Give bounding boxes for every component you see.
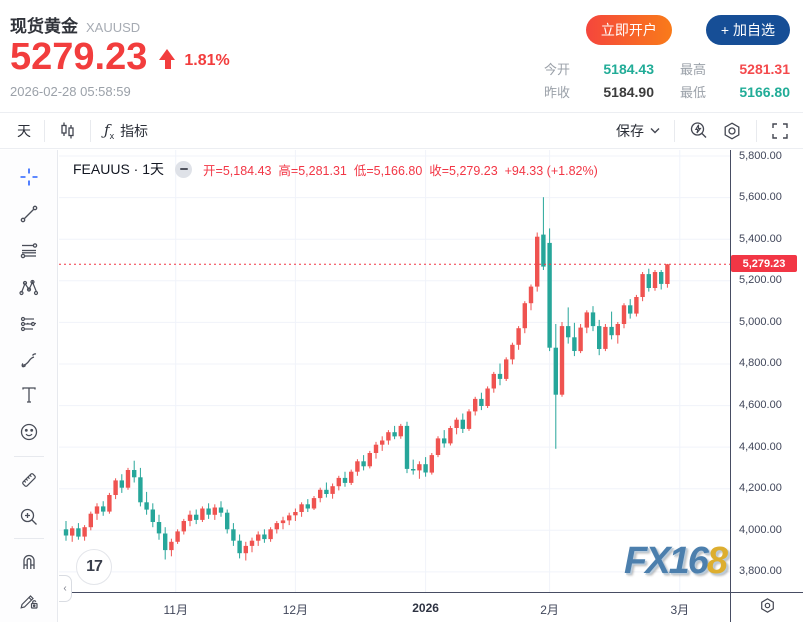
- magnet-icon[interactable]: [19, 552, 39, 572]
- price-tick-label: 4,400.00: [739, 440, 782, 453]
- chart-legend: FEAUUS · 1天 开=5,184.43 高=5,281.31 低=5,16…: [73, 159, 598, 179]
- chart-canvas[interactable]: FEAUUS · 1天 开=5,184.43 高=5,281.31 低=5,16…: [59, 150, 730, 592]
- stat-open-label: 今开: [544, 62, 571, 77]
- toolbar-divider: [44, 119, 45, 142]
- toolbar-divider: [674, 119, 675, 142]
- price-tick-label: 5,000.00: [739, 315, 782, 328]
- axis-corner: [730, 592, 803, 622]
- sidebar-collapse-handle[interactable]: ‹: [59, 575, 72, 602]
- quick-search-icon[interactable]: [689, 121, 708, 140]
- legend-collapse-button[interactable]: [175, 160, 193, 178]
- save-label: 保存: [616, 122, 644, 139]
- toolbar-divider: [756, 119, 757, 142]
- crosshair-icon[interactable]: [19, 167, 39, 187]
- add-watchlist-button[interactable]: + 加自选: [705, 15, 790, 45]
- price-tick-label: 5,200.00: [739, 274, 782, 287]
- time-tick-label: 3月: [670, 603, 690, 617]
- time-tick-label: 11月: [163, 603, 188, 617]
- indicators-label: 指标: [120, 122, 149, 139]
- tradingview-logo[interactable]: 17: [76, 549, 112, 585]
- zoom-in-icon[interactable]: [19, 507, 39, 527]
- price-tick-label: 4,200.00: [739, 482, 782, 495]
- axis-settings-gear-icon[interactable]: [759, 597, 776, 619]
- time-axis[interactable]: 11月 12月 2026 2月 3月: [59, 592, 730, 622]
- sidebar-divider: [14, 456, 44, 457]
- fx-icon: ƒx: [104, 120, 115, 141]
- instrument-symbol: XAUUSD: [86, 20, 141, 35]
- stat-high-value: 5281.31: [739, 60, 790, 77]
- quote-timestamp: 2026-02-28 05:58:59: [10, 84, 131, 99]
- price-tick-label: 4,000.00: [739, 523, 782, 536]
- chart-region: FEAUUS · 1天 开=5,184.43 高=5,281.31 低=5,16…: [0, 150, 803, 622]
- quote-stats: 今开 5184.43 最高 5281.31 昨收 5184.90 最低 5166…: [544, 57, 790, 103]
- toolbar-divider: [90, 119, 91, 142]
- forecast-icon[interactable]: [19, 314, 39, 334]
- up-arrow-icon: [159, 48, 176, 71]
- instrument-name: 现货黄金: [10, 17, 78, 36]
- price-tick-label: 4,600.00: [739, 399, 782, 412]
- time-tick-label: 12月: [282, 603, 309, 617]
- stat-open-value: 5184.43: [603, 60, 654, 77]
- text-tool-icon[interactable]: [19, 385, 39, 405]
- emoji-icon[interactable]: [19, 422, 39, 442]
- price-tick-label: 3,800.00: [739, 565, 782, 578]
- stat-high-label: 最高: [680, 62, 707, 77]
- stat-prevclose-label: 昨收: [544, 85, 571, 100]
- header-buttons: 立即开户 + 加自选: [585, 15, 790, 45]
- time-tick-label: 2026: [412, 601, 439, 615]
- stat-low-value: 5166.80: [739, 83, 790, 100]
- fib-retracement-icon[interactable]: [19, 241, 39, 261]
- legend-ohlc-values: 开=5,184.43 高=5,281.31 低=5,166.80 收=5,279…: [203, 163, 598, 178]
- price-tick-label: 5,800.00: [739, 149, 782, 162]
- price-tick-label: 4,800.00: [739, 357, 782, 370]
- interval-button[interactable]: 天: [17, 122, 31, 139]
- lock-drawing-icon[interactable]: [19, 590, 39, 610]
- price-tick-label: 5,600.00: [739, 191, 782, 204]
- fx168-watermark: FX168: [624, 540, 728, 582]
- quote-header: 现货黄金 XAUUSD 5279.23 1.81% 2026-02-28 05:…: [0, 0, 803, 112]
- chart-toolbar: 天 ƒx 指标 保存: [0, 112, 803, 149]
- chart-style-candles-button[interactable]: [58, 121, 77, 140]
- xabcd-pattern-icon[interactable]: [19, 278, 39, 298]
- indicators-button[interactable]: ƒx 指标: [104, 121, 148, 141]
- time-tick-label: 2月: [540, 603, 559, 617]
- candlestick-chart[interactable]: [59, 150, 730, 592]
- trend-line-icon[interactable]: [19, 204, 39, 224]
- open-account-button[interactable]: 立即开户: [585, 15, 672, 45]
- price-row: 5279.23 1.81%: [10, 36, 230, 79]
- instrument-title: 现货黄金 XAUUSD: [10, 12, 140, 37]
- ruler-icon[interactable]: [19, 470, 39, 490]
- chevron-down-icon: [650, 128, 660, 134]
- last-price: 5279.23: [10, 36, 148, 78]
- fullscreen-icon[interactable]: [771, 122, 789, 140]
- drawing-tools-sidebar: [0, 150, 58, 622]
- legend-symbol-interval[interactable]: FEAUUS · 1天: [73, 161, 165, 177]
- stat-low-label: 最低: [680, 85, 707, 100]
- save-button[interactable]: 保存: [616, 121, 660, 141]
- sidebar-divider: [14, 538, 44, 539]
- settings-gear-icon[interactable]: [722, 121, 742, 141]
- stat-prevclose-value: 5184.90: [603, 83, 654, 100]
- price-tick-label: 5,400.00: [739, 232, 782, 245]
- brush-icon[interactable]: [19, 350, 39, 370]
- change-percent: 1.81%: [184, 51, 230, 69]
- price-axis[interactable]: 5,279.23 5,800.00 5,600.00 5,400.00 5,200.0…: [730, 150, 803, 592]
- current-price-tag: 5,279.23: [731, 255, 797, 273]
